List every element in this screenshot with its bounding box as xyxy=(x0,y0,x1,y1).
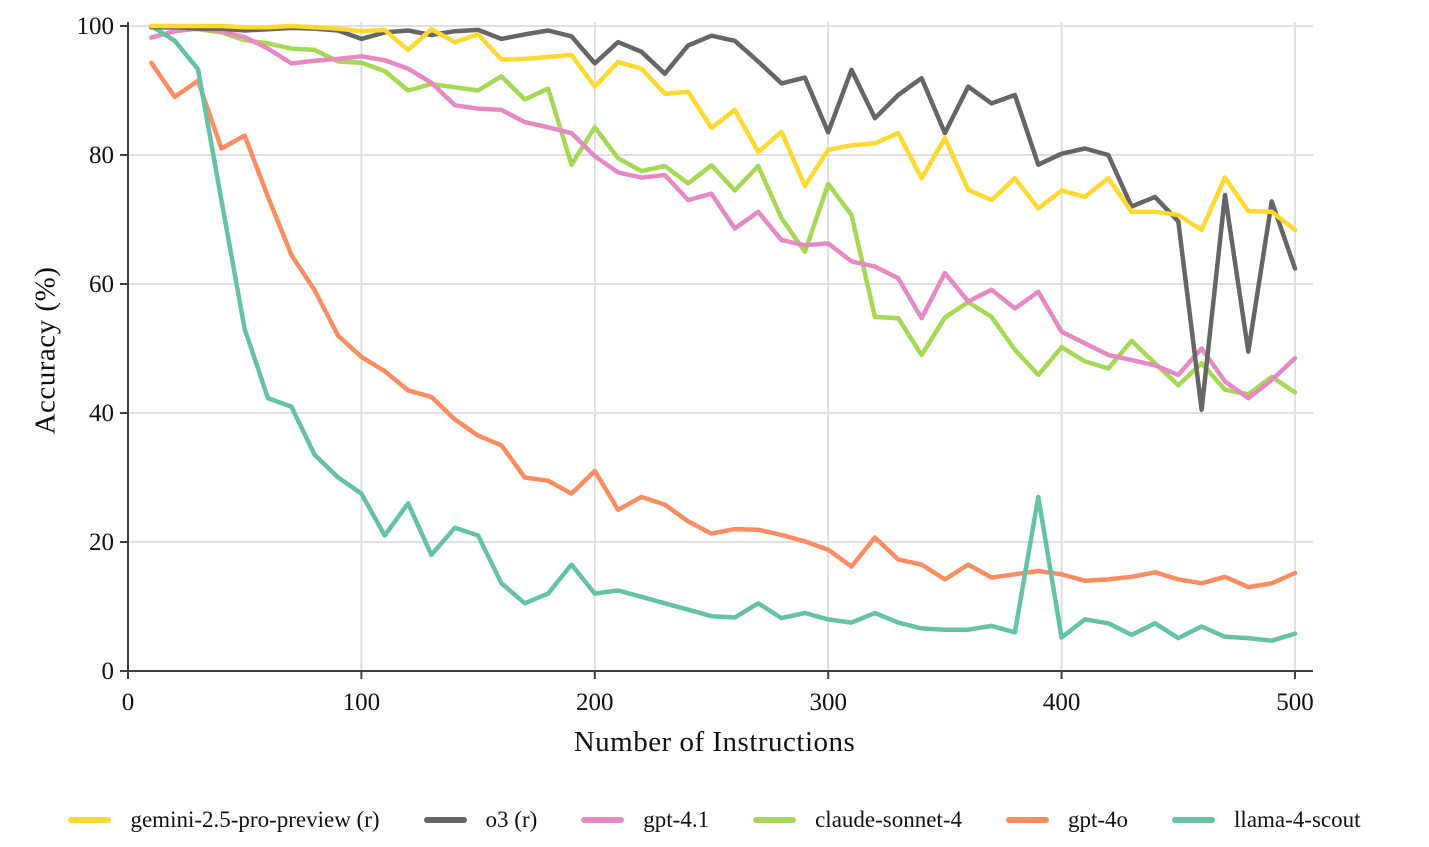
y-tick-label: 100 xyxy=(77,13,115,40)
legend-label: gpt-4o xyxy=(1067,807,1129,832)
legend-label: o3 (r) xyxy=(485,807,538,832)
y-tick-label: 20 xyxy=(89,529,114,556)
series-line-o3-r xyxy=(149,25,1298,413)
legend-swatch xyxy=(581,817,625,823)
y-tick-label: 0 xyxy=(102,658,115,685)
series-line-gpt-4-1 xyxy=(149,26,1298,401)
x-tick-label: 200 xyxy=(576,689,614,716)
series-line-gemini-2-5-pro-preview-r xyxy=(149,23,1298,233)
y-tick-label: 80 xyxy=(89,142,114,169)
x-tick-label: 500 xyxy=(1276,689,1314,716)
legend-item-1: gemini-2.5-pro-preview (r) xyxy=(68,807,380,833)
series-line-llama-4-scout xyxy=(149,23,1298,643)
legend-swatch xyxy=(68,817,112,823)
x-tick-label: 0 xyxy=(122,689,135,716)
legend-label: gpt-4.1 xyxy=(643,807,710,832)
x-tick-label: 300 xyxy=(809,689,847,716)
legend-label: llama-4-scout xyxy=(1234,807,1361,832)
y-tick-label: 40 xyxy=(89,400,114,427)
chart-legend: gemini-2.5-pro-preview (r) o3 (r) gpt-4.1 c… xyxy=(0,800,1429,840)
legend-swatch xyxy=(1172,817,1216,823)
x-tick-label: 100 xyxy=(343,689,381,716)
legend-swatch xyxy=(753,817,797,823)
legend-label: gemini-2.5-pro-preview (r) xyxy=(130,807,380,832)
legend-label: claude-sonnet-4 xyxy=(815,807,962,832)
x-tick-label: 400 xyxy=(1043,689,1081,716)
legend-item-2: o3 (r) xyxy=(423,807,538,833)
legend-item-4: claude-sonnet-4 xyxy=(753,807,962,833)
legend-item-5: gpt-4o xyxy=(1005,807,1129,833)
y-axis-title: Accuracy (%) xyxy=(29,266,62,435)
legend-swatch xyxy=(1005,817,1049,823)
series-line-claude-sonnet-4 xyxy=(149,25,1298,397)
x-axis-title: Number of Instructions xyxy=(573,726,856,758)
legend-swatch xyxy=(423,817,467,823)
legend-item-3: gpt-4.1 xyxy=(581,807,709,833)
series-line-gpt-4o xyxy=(149,60,1298,590)
legend-item-6: llama-4-scout xyxy=(1172,807,1361,833)
y-tick-label: 60 xyxy=(89,271,114,298)
